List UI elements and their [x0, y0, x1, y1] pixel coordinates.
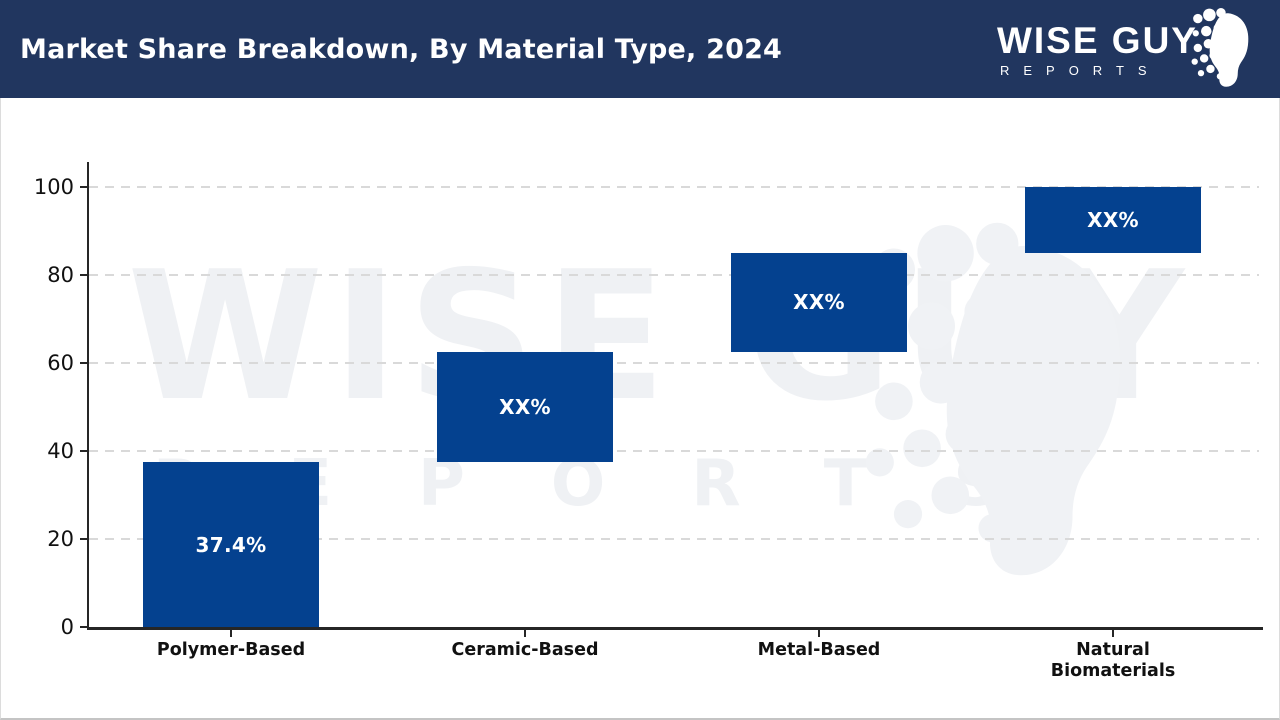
category-label-metal-based: Metal-Based [757, 640, 881, 660]
y-axis-line [87, 162, 89, 630]
bar-value-label-polymer-based: 37.4% [195, 532, 267, 557]
x-tick-ceramic-based [524, 630, 526, 637]
y-tick-0 [80, 626, 87, 628]
gridline-100 [89, 186, 1259, 188]
x-axis-line [87, 627, 1263, 630]
bar-ceramic-based: XX% [437, 351, 613, 463]
chart-title: Market Share Breakdown, By Material Type… [20, 33, 783, 65]
brand-subtitle: REPORTS [999, 62, 1161, 78]
y-tick-80 [80, 274, 87, 276]
y-tick-label-20: 20 [47, 527, 74, 551]
gridline-60 [89, 362, 1259, 364]
y-tick-label-100: 100 [33, 175, 74, 199]
bar-value-label-natural-biomaterials: XX% [1087, 208, 1139, 232]
header: Market Share Breakdown, By Material Type… [0, 0, 1280, 98]
y-tick-label-0: 0 [60, 615, 74, 639]
category-label-ceramic-based: Ceramic-Based [451, 640, 599, 660]
category-label-polymer-based: Polymer-Based [156, 640, 306, 660]
gridline-80 [89, 274, 1259, 276]
brand-logo-text: WISE GUY REPORTS [997, 22, 1198, 77]
y-tick-label-40: 40 [47, 439, 74, 463]
bar-polymer-based: 37.4% [143, 462, 319, 627]
x-tick-natural-biomaterials [1112, 630, 1114, 637]
dotted-face-logo-icon [1191, 8, 1249, 87]
y-tick-60 [80, 362, 87, 364]
chart-area: WISE GUY REPORTS 0 20 40 60 80 100 37.4% XX% XX%… [0, 98, 1280, 720]
y-tick-40 [80, 450, 87, 452]
y-tick-100 [80, 186, 87, 188]
x-tick-polymer-based [230, 630, 232, 637]
gridline-40 [89, 450, 1259, 452]
bar-metal-based: XX% [731, 253, 907, 352]
bar-value-label-metal-based: XX% [793, 290, 845, 315]
brand-name: WISE GUY [996, 19, 1198, 61]
plot: 0 20 40 60 80 100 37.4% XX% XX% XX% Polymer-Based C… [1, 98, 1279, 718]
gridline-20 [89, 538, 1259, 540]
y-tick-label-80: 80 [47, 263, 74, 287]
y-tick-20 [80, 538, 87, 540]
x-tick-metal-based [818, 630, 820, 637]
bar-value-label-ceramic-based: XX% [499, 394, 551, 419]
category-label-natural-biomaterials: Natural Biomaterials [1050, 640, 1176, 682]
y-tick-label-60: 60 [47, 351, 74, 375]
brand-logo: WISE GUY REPORTS [997, 7, 1254, 91]
bar-natural-biomaterials: XX% [1025, 187, 1201, 253]
